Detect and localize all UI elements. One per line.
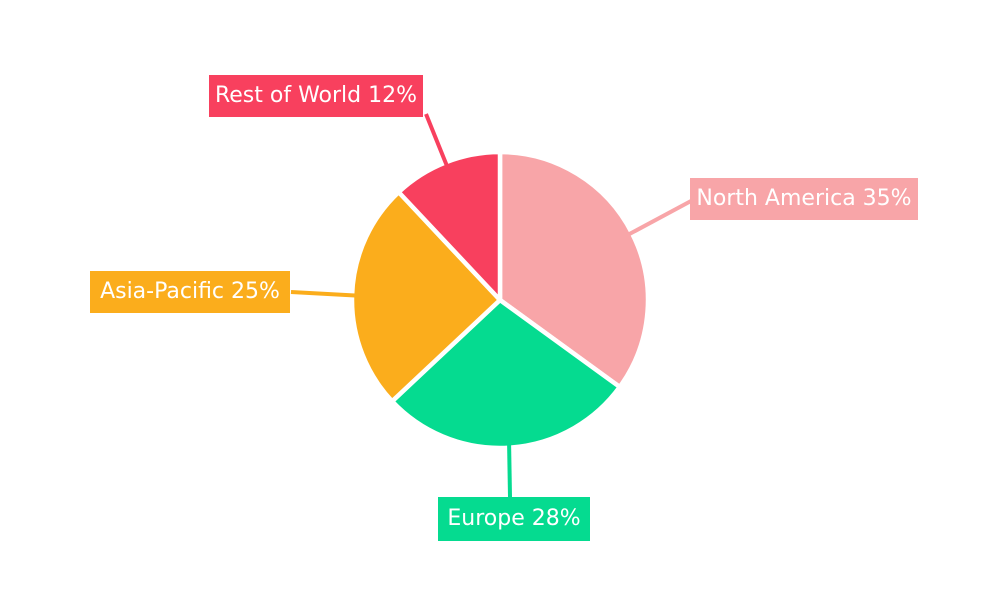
- leader-line-asia-pacific: [290, 290, 356, 298]
- callout-north-america-text: North America 35%: [696, 186, 912, 211]
- leader-line-europe: [507, 444, 512, 498]
- callout-europe-text: Europe 28%: [447, 506, 581, 531]
- leader-line-north-america: [628, 199, 692, 236]
- callout-europe: Europe 28%: [438, 497, 590, 541]
- callout-asia-pacific-text: Asia-Pacific 25%: [100, 279, 280, 304]
- callout-rest-of-world: Rest of World 12%: [209, 75, 423, 117]
- callout-rest-of-world-text: Rest of World 12%: [214, 83, 418, 108]
- callout-asia-pacific: Asia-Pacific 25%: [90, 271, 290, 313]
- callout-north-america: North America 35%: [690, 178, 918, 220]
- leader-line-rest-of-world: [424, 113, 449, 166]
